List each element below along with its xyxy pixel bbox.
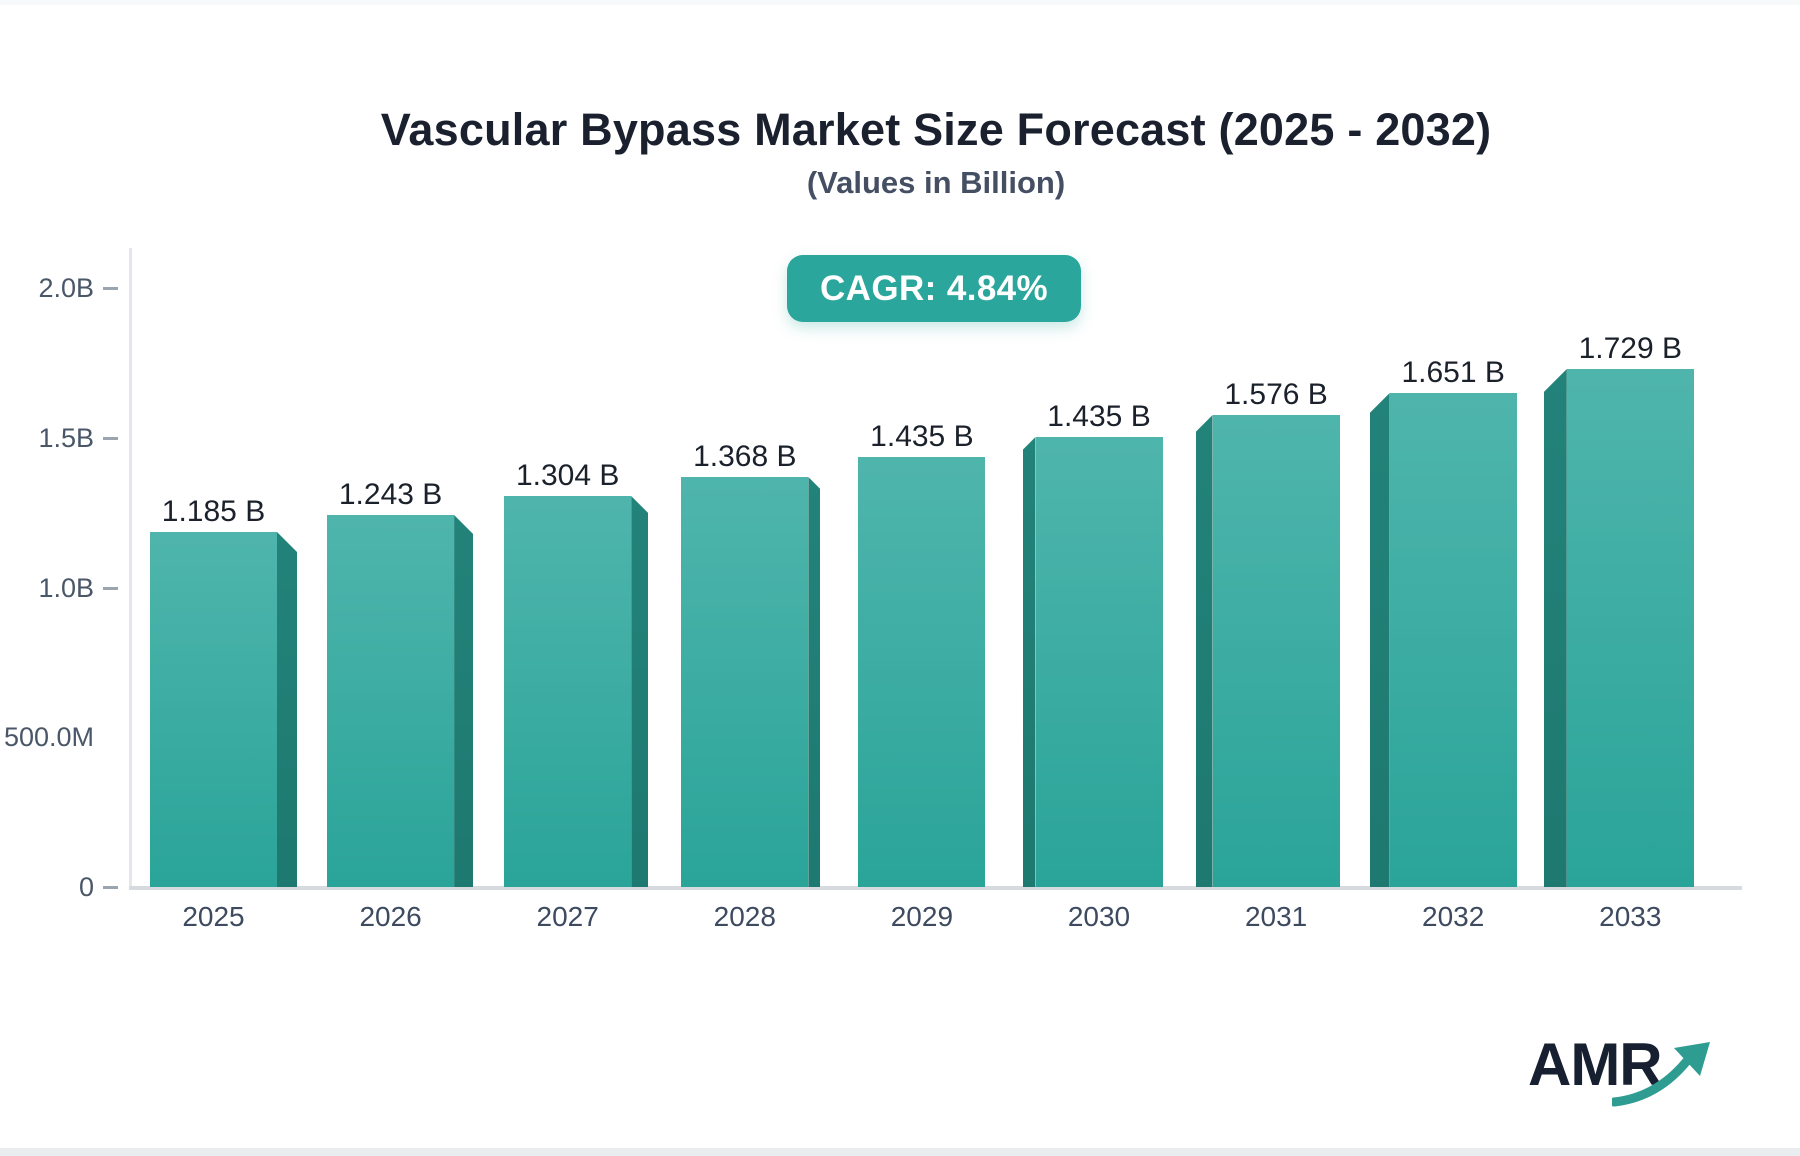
x-category-label: 2029 (890, 901, 954, 932)
growth-arrow-icon (1612, 1042, 1710, 1107)
bar-value-label: 1.435 B (870, 420, 974, 453)
bar-face (1389, 393, 1517, 887)
bar-value-label: 1.304 B (515, 459, 620, 492)
y-tick-dash (103, 886, 118, 889)
cagr-badge: CAGR: 4.84% (787, 255, 1082, 322)
bar-face (1035, 437, 1163, 887)
bar-value-label: 1.185 B (161, 495, 266, 528)
bar-face (150, 532, 277, 887)
bar-value-label: 1.243 B (338, 478, 443, 511)
x-category-label: 2026 (359, 901, 422, 932)
top-edge-strip (0, 0, 1800, 5)
y-tick-label: 0 (78, 872, 94, 902)
x-axis-line (129, 886, 1742, 890)
bar-value-label: 1.651 B (1401, 356, 1505, 389)
y-tick-dash (103, 287, 118, 290)
x-category-label: 2033 (1599, 901, 1662, 932)
y-tick-label: 500.0M (3, 722, 94, 753)
chart-subtitle: (Values in Billion) (806, 164, 1066, 200)
bar-face (1212, 415, 1340, 887)
x-category-label: 2032 (1422, 901, 1485, 932)
y-axis-line (129, 248, 132, 889)
logo-text: AMR (1528, 1031, 1663, 1098)
bar-side (1022, 437, 1036, 887)
chart-header: Vascular Bypass Market Size Forecast (20… (130, 104, 1742, 201)
bar-face (681, 477, 809, 887)
bar-side (808, 477, 821, 887)
x-category-label: 2027 (536, 901, 599, 932)
bar-side (1543, 369, 1567, 887)
bar-face (327, 515, 455, 887)
x-category-label: 2028 (713, 901, 776, 932)
bar-value-label: 1.576 B (1224, 378, 1328, 411)
bar-side (1369, 393, 1390, 887)
bar-value-label: 1.368 B (693, 440, 797, 473)
bar-side (277, 532, 297, 887)
bar-side (1195, 415, 1213, 887)
amr-logo: AMR (1528, 1030, 1718, 1114)
bar-face (858, 457, 986, 887)
x-category-label: 2030 (1067, 901, 1131, 932)
bar-face (504, 496, 632, 887)
bar-side (631, 496, 649, 887)
bar-face (1566, 369, 1694, 887)
y-tick-label: 1.0B (38, 572, 94, 603)
chart-title: Vascular Bypass Market Size Forecast (20… (380, 104, 1492, 155)
x-category-label: 2031 (1244, 901, 1308, 932)
x-category-label: 2025 (182, 901, 245, 932)
bar-side (454, 515, 474, 887)
y-tick-dash (103, 436, 118, 440)
y-tick-label: 2.0B (38, 273, 94, 303)
y-tick-dash (103, 586, 118, 590)
y-tick-label: 1.5B (38, 422, 94, 453)
bottom-edge-strip (0, 1148, 1800, 1156)
bar-value-label: 1.435 B (1047, 400, 1151, 433)
bar-value-label: 1.729 B (1578, 332, 1682, 365)
